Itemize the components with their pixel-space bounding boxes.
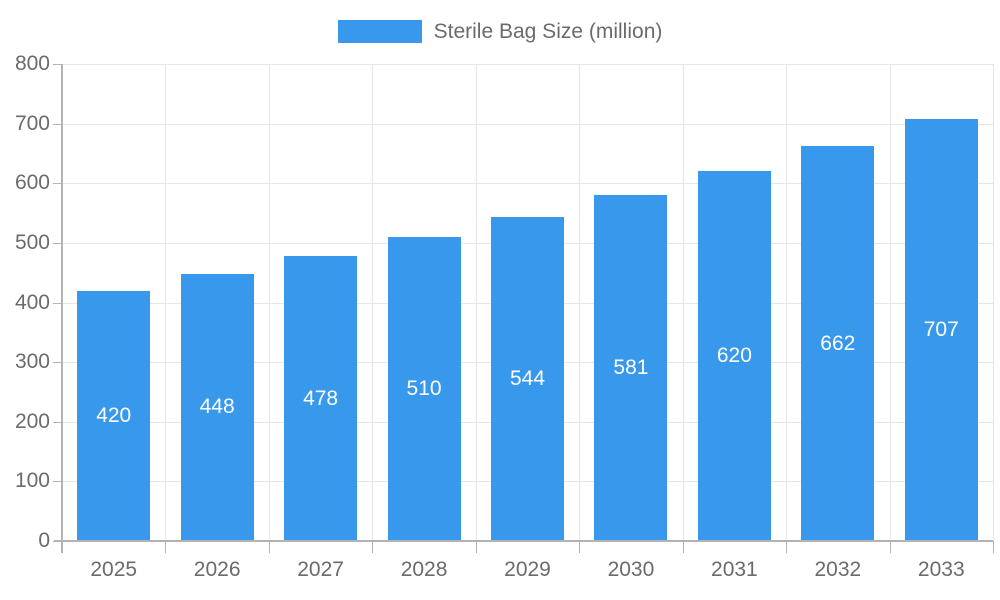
y-axis-label: 700 <box>14 111 50 135</box>
y-axis-tick <box>53 64 62 65</box>
chart-legend[interactable]: Sterile Bag Size (million) <box>0 20 1000 43</box>
x-axis-tick <box>165 541 167 553</box>
x-axis-label: 2027 <box>297 558 344 581</box>
x-axis-label: 2030 <box>607 558 655 581</box>
gridline-horizontal <box>62 123 993 125</box>
gridline-vertical <box>993 64 994 541</box>
legend-label: Sterile Bag Size (million) <box>433 20 663 43</box>
x-axis-label: 2026 <box>193 558 241 581</box>
y-axis-label: 500 <box>14 230 50 254</box>
bar-value-label: 707 <box>923 318 959 342</box>
gridline-vertical <box>579 64 581 541</box>
x-axis-tick <box>786 541 788 553</box>
x-axis-tick <box>268 541 270 553</box>
x-axis-tick <box>682 541 684 553</box>
y-axis-label: 600 <box>14 171 50 195</box>
y-axis-line <box>61 64 63 553</box>
x-axis-label: 2028 <box>400 558 448 581</box>
y-axis-label: 300 <box>14 350 50 374</box>
y-axis-tick <box>53 183 62 185</box>
bar-value-label: 662 <box>820 331 856 355</box>
y-axis-tick <box>53 421 62 423</box>
bar[interactable]: 620 <box>697 171 771 541</box>
x-axis-label: 2025 <box>90 558 138 581</box>
y-axis-label: 100 <box>14 469 50 493</box>
bar[interactable]: 510 <box>387 236 461 541</box>
y-axis-tick <box>53 123 62 125</box>
gridline-vertical <box>786 64 788 541</box>
gridline-vertical <box>475 64 477 541</box>
bar[interactable]: 707 <box>904 119 978 541</box>
bar[interactable]: 448 <box>180 273 254 541</box>
y-axis-label: 800 <box>14 52 50 75</box>
gridline-horizontal <box>62 183 993 185</box>
bar[interactable]: 662 <box>801 146 875 541</box>
x-axis-tick <box>372 541 374 553</box>
bar[interactable]: 581 <box>594 194 668 541</box>
y-axis-tick <box>53 242 62 244</box>
y-axis-tick <box>53 362 62 364</box>
gridline-horizontal <box>62 64 993 65</box>
bar-value-label: 581 <box>613 355 649 379</box>
legend-swatch <box>337 20 422 43</box>
x-axis-tick <box>993 541 994 553</box>
bar-value-label: 510 <box>406 376 442 400</box>
bar[interactable]: 478 <box>284 256 358 541</box>
x-axis-label: 2031 <box>711 558 758 581</box>
gridline-vertical <box>268 64 270 541</box>
x-axis-tick <box>889 541 891 553</box>
x-axis-label: 2033 <box>917 558 965 581</box>
gridline-vertical <box>165 64 167 541</box>
bar-value-label: 420 <box>96 403 132 427</box>
gridline-vertical <box>682 64 684 541</box>
plot-area: 420 448 478 510 544 581 620 662 707 <box>53 64 994 553</box>
y-axis-tick <box>53 481 62 483</box>
bar-value-label: 620 <box>716 344 752 368</box>
x-axis-tick <box>579 541 581 553</box>
bar-value-label: 448 <box>199 395 235 419</box>
x-axis-tick <box>475 541 477 553</box>
x-axis-label: 2029 <box>504 558 551 581</box>
x-axis-line <box>54 540 993 542</box>
gridline-vertical <box>372 64 374 541</box>
gridline-vertical <box>889 64 891 541</box>
bar[interactable]: 544 <box>491 216 564 541</box>
bar-value-label: 544 <box>509 366 546 390</box>
y-axis-label: 0 <box>38 529 50 552</box>
bar-value-label: 478 <box>303 386 339 410</box>
y-axis-tick <box>53 302 62 304</box>
bar[interactable]: 420 <box>77 290 151 541</box>
y-axis-label: 400 <box>14 290 50 314</box>
x-axis-label: 2032 <box>814 558 862 581</box>
y-axis-label: 200 <box>14 409 50 433</box>
